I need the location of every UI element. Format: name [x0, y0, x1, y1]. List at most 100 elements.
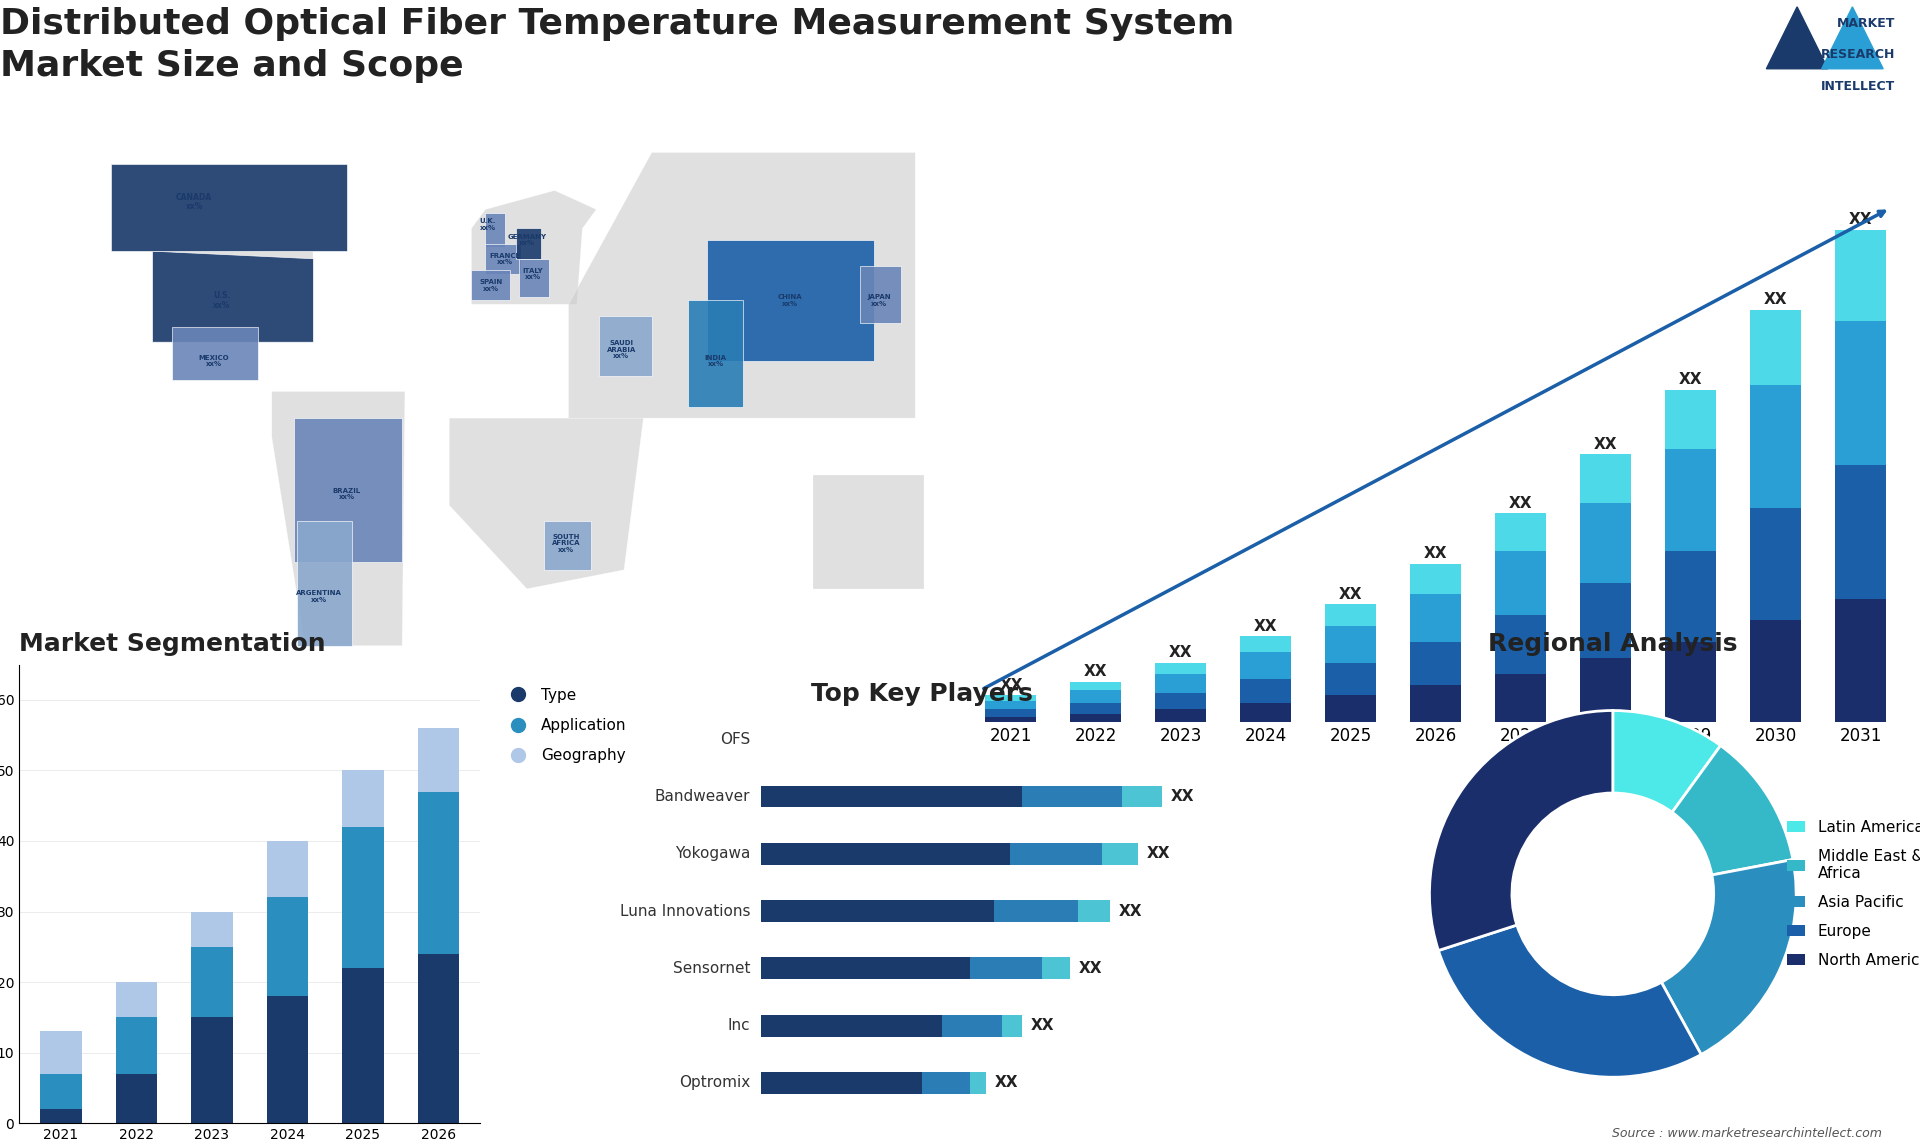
Bar [1751, 620, 1801, 722]
Bar [1010, 843, 1102, 864]
Text: XX: XX [1085, 665, 1108, 680]
Text: Inc: Inc [728, 1018, 751, 1034]
Text: XX: XX [1764, 292, 1788, 307]
Bar [1496, 674, 1546, 722]
Bar [1240, 636, 1292, 652]
Bar [1325, 604, 1377, 626]
Bar [342, 770, 384, 827]
Text: Market Segmentation: Market Segmentation [19, 631, 326, 656]
Bar [760, 786, 1021, 807]
Bar [941, 1015, 1002, 1036]
Bar [1836, 321, 1885, 465]
Wedge shape [1661, 860, 1795, 1054]
Polygon shape [543, 520, 591, 570]
Bar [417, 953, 459, 1123]
Polygon shape [812, 474, 924, 589]
Bar [760, 957, 970, 979]
Text: MARKET: MARKET [1837, 16, 1895, 30]
Bar [1156, 674, 1206, 692]
Bar [985, 696, 1037, 700]
Bar [1665, 390, 1716, 449]
Text: XX: XX [1594, 437, 1617, 452]
Bar [1325, 664, 1377, 696]
Bar [115, 982, 157, 1018]
Bar [995, 901, 1079, 921]
Text: Optromix: Optromix [680, 1075, 751, 1091]
Text: ITALY
xx%: ITALY xx% [522, 268, 543, 280]
Bar [1156, 708, 1206, 722]
Bar [1079, 901, 1110, 921]
Bar [1496, 551, 1546, 615]
Bar [1665, 551, 1716, 642]
Bar [1580, 583, 1632, 658]
Bar [970, 1073, 985, 1093]
Text: XX: XX [1254, 619, 1277, 634]
Text: GERMANY
xx%: GERMANY xx% [507, 234, 547, 246]
Title: Regional Analysis: Regional Analysis [1488, 631, 1738, 656]
Text: Distributed Optical Fiber Temperature Measurement System
Market Size and Scope: Distributed Optical Fiber Temperature Me… [0, 7, 1235, 83]
Bar [1580, 454, 1632, 503]
Bar [115, 1018, 157, 1074]
Bar [1411, 594, 1461, 642]
Bar [192, 947, 232, 1018]
Bar [417, 728, 459, 792]
Text: MEXICO
xx%: MEXICO xx% [198, 355, 228, 368]
Polygon shape [152, 251, 313, 343]
Polygon shape [173, 327, 257, 380]
Bar [1156, 664, 1206, 674]
Text: XX: XX [1338, 587, 1363, 602]
Text: Luna Innovations: Luna Innovations [620, 903, 751, 919]
Text: FRANCE
xx%: FRANCE xx% [490, 252, 520, 265]
Bar [1240, 652, 1292, 680]
Text: XX: XX [1079, 960, 1102, 976]
Polygon shape [707, 240, 874, 361]
Polygon shape [449, 418, 643, 589]
Bar [1751, 508, 1801, 620]
Text: OFS: OFS [720, 731, 751, 747]
Text: SOUTH
AFRICA
xx%: SOUTH AFRICA xx% [551, 534, 580, 552]
Text: XX: XX [998, 677, 1023, 692]
Polygon shape [294, 418, 401, 563]
Polygon shape [111, 164, 348, 251]
Bar [1325, 696, 1377, 722]
Text: Sensornet: Sensornet [672, 960, 751, 976]
Bar [1496, 513, 1546, 551]
Polygon shape [486, 213, 505, 248]
Text: ARGENTINA
xx%: ARGENTINA xx% [296, 590, 342, 603]
Text: XX: XX [1849, 212, 1872, 227]
Text: XX: XX [1146, 846, 1171, 862]
Bar [760, 843, 1010, 864]
Text: Source : www.marketresearchintellect.com: Source : www.marketresearchintellect.com [1611, 1128, 1882, 1140]
Text: XX: XX [995, 1075, 1018, 1091]
Bar [1580, 503, 1632, 583]
Polygon shape [298, 520, 351, 645]
Polygon shape [568, 152, 916, 418]
Polygon shape [152, 251, 313, 343]
Bar [922, 1073, 970, 1093]
Bar [1751, 309, 1801, 385]
Bar [342, 827, 384, 968]
Bar [1102, 843, 1139, 864]
Bar [1240, 704, 1292, 722]
Bar [985, 708, 1037, 716]
Bar [1021, 786, 1121, 807]
Bar [40, 1074, 83, 1109]
Bar [1665, 642, 1716, 722]
Bar [1836, 599, 1885, 722]
Text: JAPAN
xx%: JAPAN xx% [868, 295, 891, 307]
Text: SAUDI
ARABIA
xx%: SAUDI ARABIA xx% [607, 340, 636, 360]
Bar [1665, 449, 1716, 551]
Polygon shape [599, 315, 651, 376]
Bar [417, 792, 459, 953]
Legend: Latin America, Middle East &
Africa, Asia Pacific, Europe, North America: Latin America, Middle East & Africa, Asi… [1782, 814, 1920, 974]
Polygon shape [516, 228, 541, 259]
Wedge shape [1438, 925, 1701, 1077]
Text: XX: XX [1031, 1018, 1054, 1034]
Bar [1580, 658, 1632, 722]
Text: XX: XX [1509, 495, 1532, 511]
Bar [760, 1015, 941, 1036]
Bar [1071, 704, 1121, 714]
Text: XX: XX [1169, 645, 1192, 660]
Polygon shape [273, 392, 405, 645]
Text: XX: XX [1119, 903, 1142, 919]
